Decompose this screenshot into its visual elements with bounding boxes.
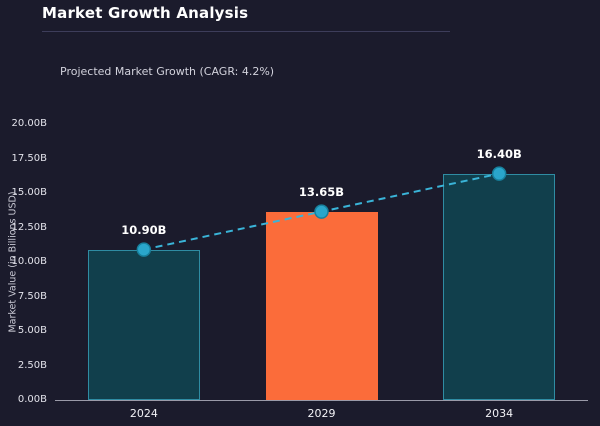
chart-subtitle: Projected Market Growth (CAGR: 4.2%) bbox=[60, 65, 275, 78]
y-tick-label: 15.00B bbox=[11, 187, 48, 198]
y-tick-label: 10.00B bbox=[11, 256, 48, 267]
x-tick-label: 2024 bbox=[129, 407, 158, 420]
bar-value-label: 13.65B bbox=[298, 184, 345, 199]
y-tick-label: 7.50B bbox=[17, 290, 47, 302]
bar-value-label: 10.90B bbox=[121, 222, 167, 237]
x-tick-label: 2034 bbox=[485, 407, 514, 420]
y-tick-label: 5.00B bbox=[17, 325, 47, 336]
x-axis-line bbox=[55, 400, 588, 401]
y-tick-label: 12.50B bbox=[11, 221, 48, 233]
bar-value-label: 16.40B bbox=[476, 146, 522, 161]
y-tick-label: 2.50B bbox=[17, 359, 47, 371]
y-tick-label: 0.00B bbox=[17, 394, 47, 405]
bar-2024 bbox=[87, 249, 200, 400]
bar-2029 bbox=[265, 211, 378, 400]
bar-2034 bbox=[443, 173, 556, 400]
chart-title: Market Growth Analysis bbox=[42, 4, 450, 32]
y-tick-label: 20.00B bbox=[11, 118, 48, 129]
x-tick-label: 2029 bbox=[307, 407, 336, 420]
y-tick-label: 17.50B bbox=[11, 152, 48, 164]
